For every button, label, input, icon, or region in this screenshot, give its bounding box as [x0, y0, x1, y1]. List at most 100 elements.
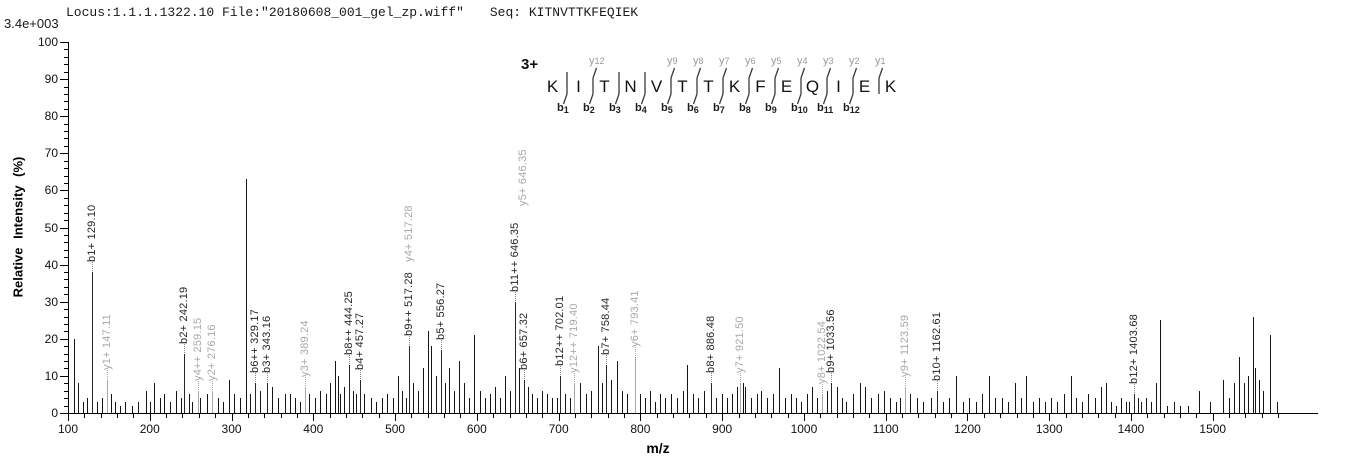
- peak: [877, 394, 879, 413]
- x-minor-tick: [1065, 414, 1067, 418]
- x-tick-label: 1400: [1117, 422, 1145, 436]
- label-leader: [514, 291, 516, 301]
- y-minor-tick: [64, 86, 68, 88]
- x-minor-tick: [1000, 414, 1002, 418]
- peak: [790, 394, 792, 413]
- y-minor-tick: [64, 323, 68, 325]
- peak: [334, 361, 336, 413]
- peak: [727, 398, 729, 413]
- y-major-tick: [60, 79, 68, 81]
- label-leader: [606, 354, 608, 364]
- residue-7: T: [703, 77, 714, 96]
- b-ion-tag: b10: [791, 102, 808, 115]
- peak: [956, 375, 958, 413]
- y-major-tick: [60, 413, 68, 414]
- peak: [942, 401, 944, 413]
- x-minor-tick: [166, 414, 168, 418]
- x-major-tick: [313, 414, 315, 421]
- peak: [284, 394, 286, 413]
- x-tick-label: 200: [139, 422, 160, 436]
- peak: [1106, 383, 1108, 413]
- peak: [480, 390, 482, 413]
- x-minor-tick: [869, 414, 871, 418]
- y-tick-label: 80: [44, 109, 58, 124]
- x-minor-tick: [918, 414, 920, 418]
- peak: [616, 361, 618, 413]
- y-ion-peak: [198, 390, 200, 413]
- peak: [884, 390, 886, 413]
- peak: [988, 375, 990, 413]
- peak: [229, 379, 231, 413]
- x-major-tick: [476, 414, 478, 421]
- y-ion-label: y2+ 276.16: [206, 323, 219, 381]
- y-minor-tick: [64, 220, 68, 222]
- y-minor-tick: [64, 316, 68, 318]
- y-major-tick: [60, 338, 68, 340]
- residue-5: V: [650, 77, 663, 96]
- y-tick-label: 60: [44, 183, 58, 198]
- label-leader: [106, 369, 108, 379]
- label-leader: [711, 373, 713, 383]
- peak: [692, 394, 694, 413]
- y-axis-line: [68, 42, 69, 413]
- x-tick-label: 1000: [790, 422, 818, 436]
- x-tick-label: 400: [303, 422, 324, 436]
- peak: [1100, 387, 1102, 413]
- peak: [131, 405, 133, 413]
- b-ion-peak: [255, 383, 257, 413]
- y-minor-tick: [64, 331, 68, 333]
- peak: [405, 398, 407, 413]
- peak: [640, 394, 642, 413]
- peak: [1160, 320, 1162, 413]
- b-ion-label: b11++ 646.35: [508, 222, 521, 292]
- y-major-tick: [60, 375, 68, 377]
- y-tick-label: 70: [44, 146, 58, 161]
- peak: [145, 390, 147, 413]
- x-minor-tick: [182, 414, 184, 418]
- y-ion-tag: y12: [589, 55, 605, 67]
- peak: [570, 398, 572, 413]
- x-minor-tick: [198, 414, 200, 418]
- b-ion-peak: [711, 383, 713, 413]
- b-ion-label: b9++ 517.28: [403, 272, 416, 337]
- peak: [677, 398, 679, 413]
- x-tick-label: 1100: [872, 422, 899, 436]
- peak: [547, 394, 549, 413]
- y-ion-label: y12++ 719.40: [568, 303, 581, 374]
- y-ion-peak: [106, 379, 108, 413]
- x-major-tick: [1049, 414, 1051, 421]
- x-major-tick: [1131, 414, 1132, 421]
- x-minor-tick: [1196, 414, 1198, 418]
- peak: [1088, 394, 1090, 413]
- peak: [736, 387, 738, 413]
- b-ion-peak: [91, 272, 93, 413]
- b-ion-peak: [606, 364, 608, 413]
- x-minor-tick: [346, 414, 348, 418]
- peak: [817, 398, 818, 413]
- b-ion-label: b6+ 657.32: [517, 312, 530, 370]
- x-minor-tick: [1032, 414, 1034, 418]
- b-ion-tag: b1: [557, 102, 569, 115]
- peak: [260, 390, 262, 413]
- peak: [916, 398, 918, 413]
- peak: [233, 394, 235, 413]
- peak: [153, 383, 155, 413]
- b-ion-label: b10+ 1162.61: [930, 311, 943, 381]
- b-ion-tag: b3: [609, 102, 621, 115]
- b-ion-peak: [560, 375, 562, 413]
- label-leader: [409, 336, 411, 346]
- peak: [826, 390, 828, 413]
- x-major-tick: [395, 414, 397, 421]
- b-ion-label: b2+ 242.19: [178, 286, 191, 344]
- y-minor-tick: [64, 205, 68, 207]
- peak: [200, 398, 202, 413]
- peak: [290, 394, 292, 413]
- peak: [1008, 401, 1010, 413]
- peak: [900, 398, 902, 413]
- peak: [537, 398, 539, 413]
- label-leader: [574, 373, 576, 383]
- peak: [192, 401, 194, 413]
- x-tick-label: 600: [466, 422, 487, 436]
- y-minor-tick: [64, 368, 68, 370]
- x-minor-tick: [493, 414, 495, 418]
